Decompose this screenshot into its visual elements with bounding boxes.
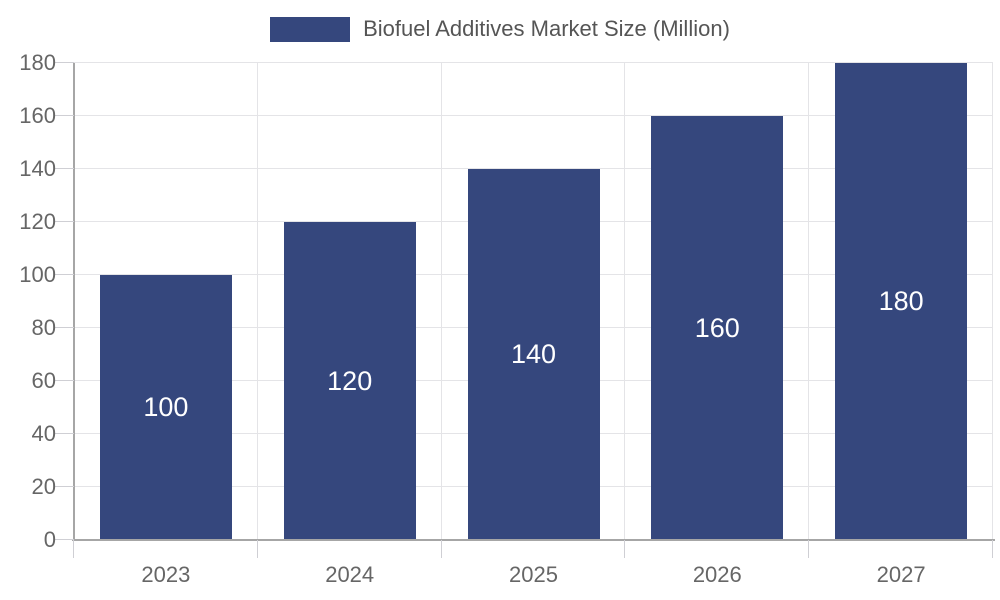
bar-2023[interactable]: 100 bbox=[99, 275, 232, 540]
bar-2027[interactable]: 180 bbox=[835, 63, 968, 540]
legend: Biofuel Additives Market Size (Million) bbox=[0, 16, 1000, 42]
gridline-x-1 bbox=[256, 63, 258, 540]
x-tick-label-2024: 2024 bbox=[325, 562, 375, 587]
gridline-x-5 bbox=[992, 63, 993, 540]
y-tick-20 bbox=[54, 486, 74, 487]
x-tick-label-2026: 2026 bbox=[692, 562, 742, 587]
legend-item[interactable]: Biofuel Additives Market Size (Million) bbox=[270, 16, 730, 42]
y-tick-160 bbox=[54, 115, 74, 116]
bar-value-label-2024: 120 bbox=[327, 365, 373, 396]
x-tick-4 bbox=[808, 540, 810, 558]
bar-value-label-2026: 160 bbox=[694, 312, 740, 343]
x-tick-1 bbox=[256, 540, 258, 558]
y-tick-120 bbox=[54, 221, 74, 222]
y-tick-label-80: 80 bbox=[31, 315, 56, 340]
y-tick-label-120: 120 bbox=[19, 209, 56, 234]
y-axis-line bbox=[73, 63, 75, 541]
x-tick-label-2023: 2023 bbox=[141, 562, 191, 587]
y-tick-40 bbox=[54, 433, 74, 434]
y-tick-140 bbox=[54, 168, 74, 169]
y-tick-label-40: 40 bbox=[31, 421, 56, 446]
legend-swatch-icon bbox=[270, 16, 351, 42]
gridline-x-3 bbox=[624, 63, 626, 540]
bar-value-label-2023: 100 bbox=[143, 392, 189, 422]
x-tick-label-2025: 2025 bbox=[509, 562, 558, 587]
y-tick-label-60: 60 bbox=[31, 368, 56, 393]
bars-layer: 100 120 140 160 180 bbox=[74, 63, 993, 540]
gridline-y-180 bbox=[74, 62, 993, 63]
bar-value-label-2025: 140 bbox=[510, 339, 557, 369]
y-tick-80 bbox=[54, 327, 74, 328]
y-tick-label-160: 160 bbox=[19, 103, 56, 128]
bar-2025[interactable]: 140 bbox=[467, 169, 600, 540]
y-tick-100 bbox=[54, 274, 74, 275]
x-tick-label-2027: 2027 bbox=[876, 562, 926, 587]
gridline-y-160 bbox=[74, 115, 993, 116]
y-tick-0 bbox=[54, 539, 74, 540]
y-tick-60 bbox=[54, 380, 74, 381]
x-tick-0 bbox=[73, 540, 74, 558]
bar-2024[interactable]: 120 bbox=[283, 222, 416, 540]
y-tick-label-20: 20 bbox=[31, 474, 56, 499]
plot-area: 100 120 140 160 180 bbox=[74, 62, 993, 540]
gridline-x-4 bbox=[808, 63, 810, 540]
y-tick-label-100: 100 bbox=[19, 262, 56, 287]
y-tick-label-140: 140 bbox=[19, 156, 56, 181]
x-tick-5 bbox=[992, 540, 993, 558]
x-axis-line bbox=[72, 539, 995, 541]
y-tick-label-180: 180 bbox=[19, 50, 56, 75]
legend-label: Biofuel Additives Market Size (Million) bbox=[363, 16, 730, 41]
x-tick-3 bbox=[624, 540, 626, 558]
x-tick-2 bbox=[440, 540, 442, 558]
bar-value-label-2027: 180 bbox=[878, 286, 924, 316]
gridline-x-2 bbox=[440, 63, 442, 540]
y-tick-180 bbox=[54, 62, 74, 63]
bar-2026[interactable]: 160 bbox=[651, 116, 784, 540]
gridline-y-140 bbox=[74, 168, 993, 169]
y-tick-label-0: 0 bbox=[43, 527, 56, 552]
